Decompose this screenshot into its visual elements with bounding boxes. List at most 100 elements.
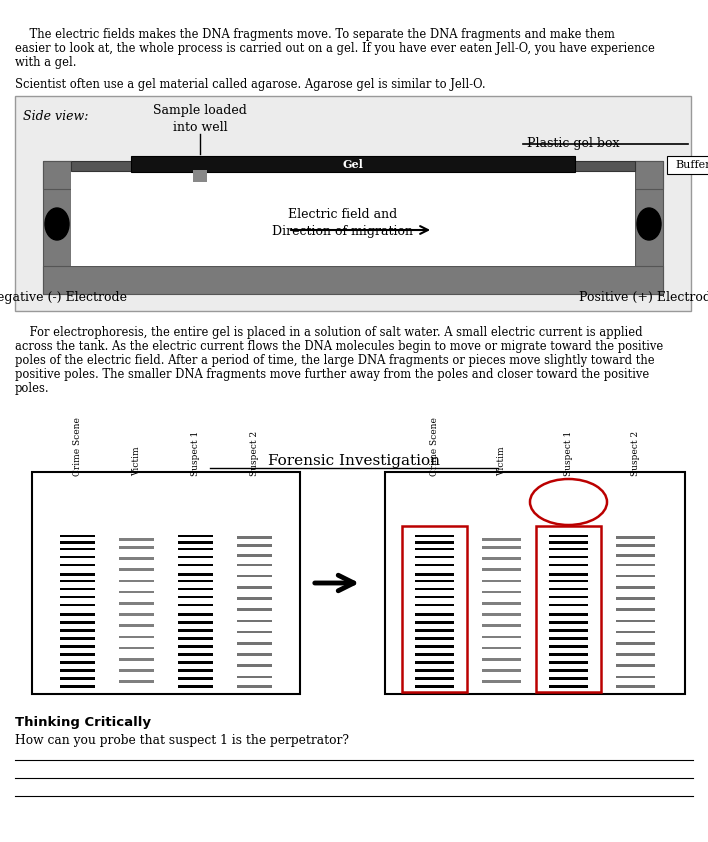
Bar [178,535,212,537]
Bar [120,613,154,616]
Bar [178,677,212,679]
Bar [415,595,454,598]
Bar [482,680,521,683]
Bar [178,629,212,632]
Bar [549,629,588,632]
Bar [482,602,521,605]
Bar [385,472,685,694]
Bar [237,653,272,656]
Bar [482,625,521,627]
Text: Positive (+) Electrode: Positive (+) Electrode [579,291,708,304]
Bar [549,556,588,558]
Text: Suspect 1: Suspect 1 [191,431,200,476]
Bar [120,669,154,672]
Bar [60,563,95,566]
Bar [549,621,588,624]
Bar [415,579,454,582]
Bar [482,579,521,582]
Bar [178,613,212,616]
Bar [536,526,601,692]
Bar [178,661,212,663]
Bar [237,597,272,600]
Text: Crime Scene: Crime Scene [73,417,82,476]
Bar [415,563,454,566]
Bar [120,647,154,649]
Bar [616,575,655,578]
Bar [71,161,635,171]
Bar [635,161,663,294]
Bar [415,547,454,550]
Text: Suspect 2: Suspect 2 [250,431,259,476]
Bar [616,685,655,688]
Bar [178,645,212,647]
Bar [43,266,663,294]
Bar [60,661,95,663]
Bar [415,613,454,616]
Text: Victim: Victim [132,446,141,476]
Bar [549,669,588,672]
Bar [178,653,212,656]
Bar [549,563,588,566]
Bar [120,602,154,605]
Bar [482,538,521,541]
Bar [549,613,588,616]
Bar [60,653,95,656]
Bar [237,685,272,688]
Bar [549,541,588,544]
Bar [178,563,212,566]
Text: Victim: Victim [497,446,506,476]
Bar [60,669,95,672]
Bar [415,645,454,647]
Bar [667,156,708,174]
Bar [415,541,454,544]
Bar [482,557,521,560]
Bar [415,556,454,558]
Bar [178,621,212,624]
Bar [15,96,691,311]
Text: Sample loaded
into well: Sample loaded into well [153,104,247,134]
Bar [237,536,272,539]
Bar [60,613,95,616]
Text: Forensic Investigation: Forensic Investigation [268,454,440,468]
Bar [120,579,154,582]
Bar [120,658,154,660]
Bar [549,588,588,590]
Bar [549,661,588,663]
Bar [178,595,212,598]
Bar [178,669,212,672]
Bar [482,636,521,638]
Bar [549,595,588,598]
Bar [60,629,95,632]
Bar [60,573,95,576]
Bar [549,579,588,582]
Bar [549,677,588,679]
Text: poles of the electric field. After a period of time, the large DNA fragments or : poles of the electric field. After a per… [15,354,655,367]
Text: For electrophoresis, the entire gel is placed in a solution of salt water. A sma: For electrophoresis, the entire gel is p… [15,326,643,339]
Bar [415,677,454,679]
Bar [482,591,521,594]
Bar [60,604,95,606]
Text: poles.: poles. [15,382,50,395]
Bar [43,161,71,189]
Bar [549,573,588,576]
Bar [178,588,212,590]
Bar [415,573,454,576]
Text: Thinking Critically: Thinking Critically [15,716,151,729]
Bar [32,472,300,694]
Bar [482,546,521,548]
Text: Gel: Gel [343,158,363,169]
Bar [482,613,521,616]
Bar [482,568,521,571]
Bar [549,547,588,550]
Bar [60,595,95,598]
Bar [415,621,454,624]
Bar [415,669,454,672]
Bar [193,170,207,182]
Bar [415,653,454,656]
Text: across the tank. As the electric current flows the DNA molecules begin to move o: across the tank. As the electric current… [15,340,663,353]
Bar [616,563,655,566]
Bar [549,535,588,537]
Bar [120,568,154,571]
Ellipse shape [45,208,69,240]
Bar [60,637,95,640]
